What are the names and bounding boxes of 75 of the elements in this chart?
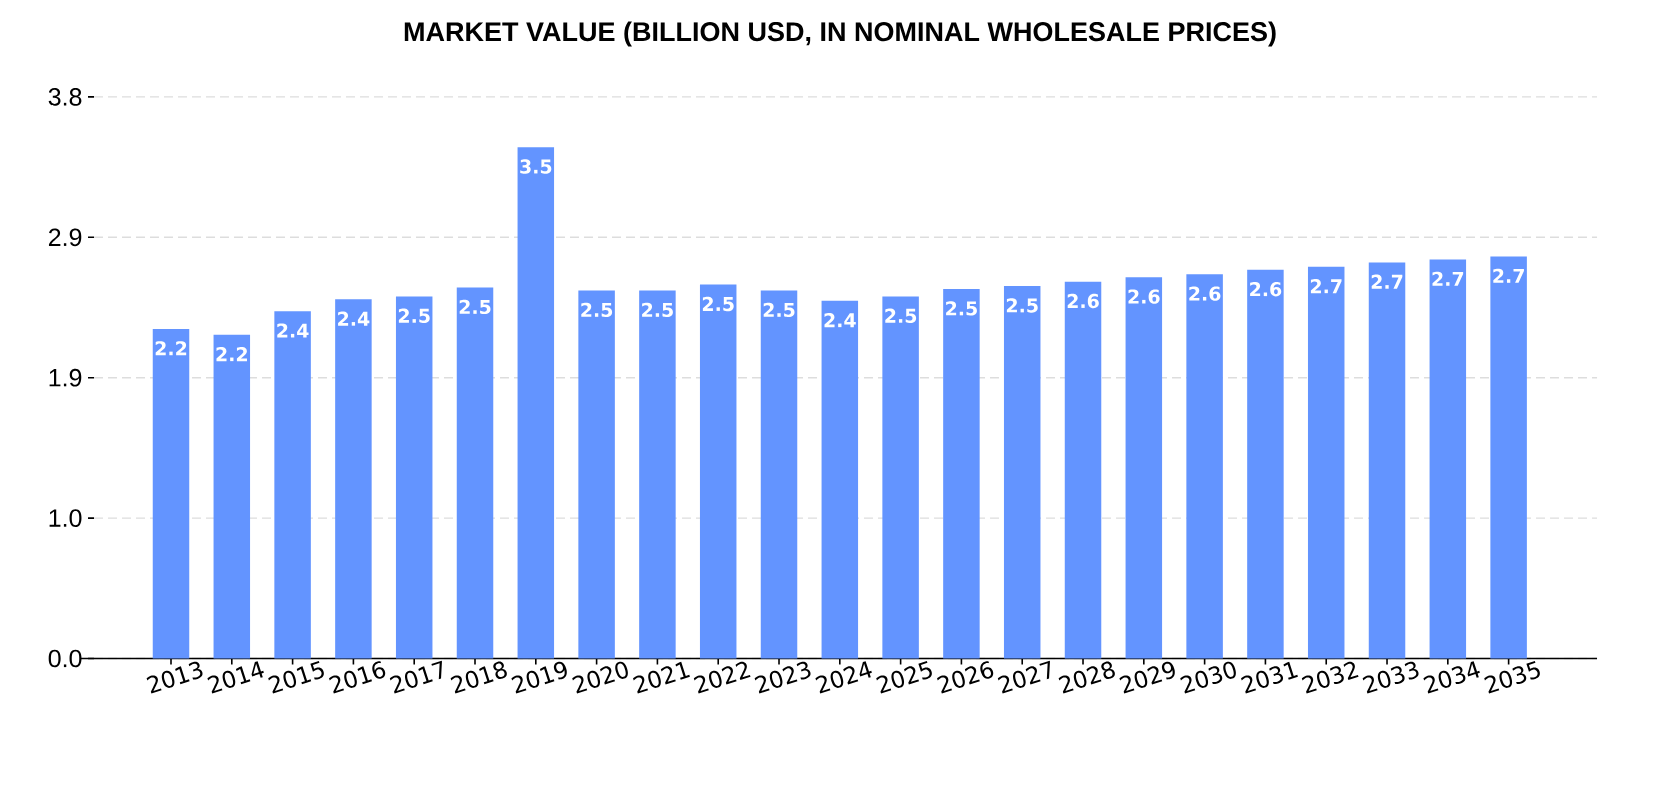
data-label: 2.4 (277, 323, 309, 338)
data-label: 2.4 (824, 313, 856, 328)
x-tick-label: 2022 (693, 661, 751, 694)
data-label: 2.5 (642, 302, 673, 318)
data-label: 2.7 (1310, 279, 1342, 294)
x-tick-label: 2023 (754, 661, 811, 694)
x-tick-label: 2035 (1484, 661, 1540, 694)
bar (335, 299, 372, 659)
x-tick-label: 2034 (1423, 661, 1480, 694)
bar (821, 300, 859, 659)
bar (882, 296, 919, 659)
x-tick-label: 2017 (389, 660, 442, 694)
data-label: 2.5 (702, 296, 734, 312)
data-label: 2.2 (216, 347, 247, 362)
data-label: 2.6 (1128, 289, 1160, 304)
y-tick-label: 1.9 (49, 368, 82, 387)
data-label: 2.4 (338, 311, 370, 326)
bar (1368, 262, 1406, 659)
data-label: 2.6 (1250, 282, 1282, 297)
y-tick-label: 3.8 (48, 88, 82, 106)
data-label: 2.2 (155, 341, 187, 356)
bar (1125, 277, 1163, 659)
x-tick-label: 2014 (207, 661, 264, 694)
data-label: 2.5 (946, 301, 977, 316)
bar (1064, 281, 1102, 659)
bar (456, 287, 494, 659)
data-label: 2.6 (1189, 286, 1221, 301)
data-label: 2.7 (1493, 268, 1524, 283)
x-tick-label: 2028 (1058, 661, 1115, 694)
bar (760, 290, 798, 659)
data-label: 2.5 (459, 299, 491, 315)
x-tick-label: 2025 (876, 661, 932, 694)
data-label: 2.7 (1432, 271, 1464, 286)
x-tick-label: 2026 (937, 661, 994, 694)
bar (152, 328, 190, 659)
data-label: 2.5 (581, 302, 613, 318)
data-label: 3.5 (520, 159, 552, 174)
x-tick-label: 2018 (450, 661, 507, 694)
x-tick-label: 2016 (329, 661, 386, 694)
chart-title: MARKET VALUE (BILLION USD, IN NOMINAL WHOLESALE PRICES) (404, 21, 1276, 47)
x-tick-label: 2033 (1362, 661, 1419, 694)
bar (395, 296, 433, 659)
bar (274, 311, 311, 659)
x-tick-label: 2024 (815, 661, 872, 694)
bar (1307, 266, 1345, 659)
bar (943, 289, 980, 659)
bar (1186, 274, 1223, 659)
x-tick-label: 2019 (511, 661, 567, 694)
x-tick-label: 2015 (268, 661, 324, 694)
data-label: 2.7 (1371, 274, 1403, 289)
bar (578, 290, 615, 659)
data-label: 2.5 (1006, 298, 1038, 313)
data-label: 2.5 (885, 308, 917, 323)
bar (1490, 256, 1527, 659)
x-tick-label: 2031 (1241, 661, 1298, 694)
x-tick-label: 2027 (997, 660, 1050, 694)
x-tick-label: 2020 (572, 661, 628, 694)
bar (1003, 286, 1041, 659)
bar (639, 290, 676, 659)
data-label: 2.5 (398, 308, 430, 323)
x-tick-label: 2032 (1301, 661, 1359, 694)
bar (1247, 269, 1284, 659)
x-tick-label: 2029 (1119, 661, 1175, 694)
x-tick-label: 2021 (633, 661, 690, 694)
y-tick-label: 0.0 (48, 649, 82, 668)
bar (1429, 259, 1467, 659)
x-tick-label: 2013 (146, 661, 203, 694)
data-label: 2.6 (1067, 293, 1099, 309)
bar (213, 334, 251, 659)
y-tick-label: 2.9 (48, 228, 82, 247)
bar (517, 147, 555, 659)
bar (699, 284, 737, 659)
data-label: 2.5 (763, 302, 795, 318)
y-tick-label: 1.0 (49, 509, 82, 527)
x-tick-label: 2030 (1180, 661, 1236, 694)
